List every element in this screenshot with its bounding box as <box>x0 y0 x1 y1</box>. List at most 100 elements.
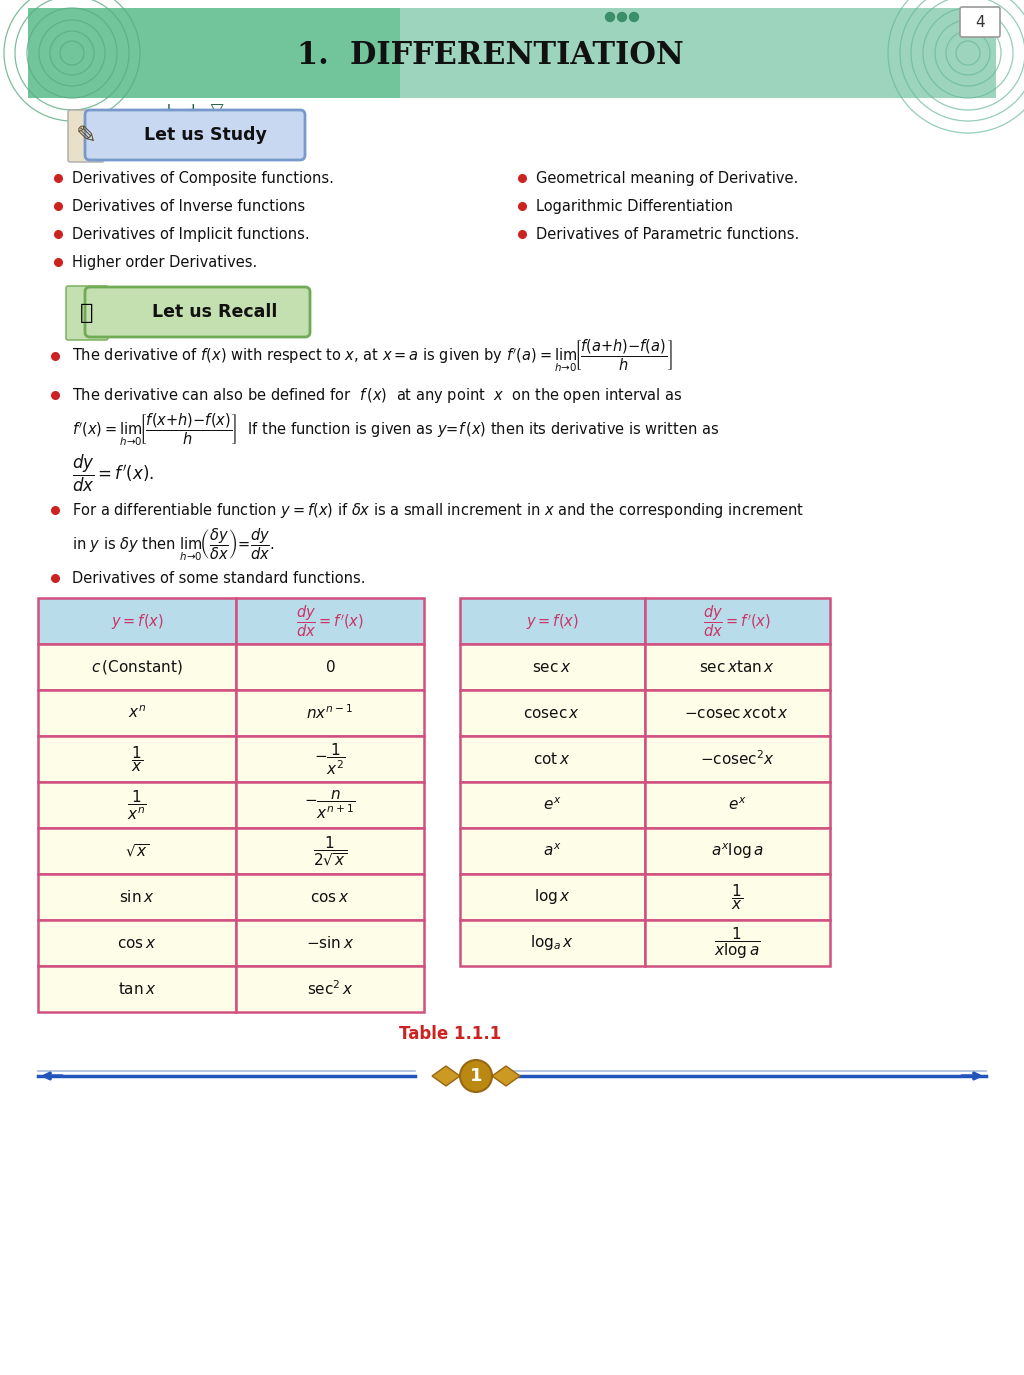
Text: Logarithmic Differentiation: Logarithmic Differentiation <box>536 198 733 213</box>
Text: $-\dfrac{n}{x^{n+1}}$: $-\dfrac{n}{x^{n+1}}$ <box>304 789 355 821</box>
Text: $nx^{n-1}$: $nx^{n-1}$ <box>306 704 353 722</box>
Bar <box>38 598 236 644</box>
Text: Derivatives of Composite functions.: Derivatives of Composite functions. <box>72 170 334 186</box>
Bar <box>645 874 830 920</box>
Text: $\dfrac{1}{x^n}$: $\dfrac{1}{x^n}$ <box>127 788 146 822</box>
Text: The derivative can also be defined for  $f\,(x)$  at any point  $x$  on the open: The derivative can also be defined for $… <box>72 385 682 404</box>
Bar <box>236 874 424 920</box>
Bar <box>38 874 236 920</box>
Text: +  +  ▽: + + ▽ <box>162 100 223 120</box>
Text: $\cos x$: $\cos x$ <box>310 890 349 905</box>
Text: $\mathrm{cosec}\,x$: $\mathrm{cosec}\,x$ <box>523 705 581 720</box>
Text: $e^x$: $e^x$ <box>728 796 746 813</box>
Text: $\log_a x$: $\log_a x$ <box>530 934 574 953</box>
Bar <box>460 828 645 874</box>
Circle shape <box>605 12 614 22</box>
Bar <box>236 690 424 736</box>
Text: $f'(x) = \lim_{h \to 0}\!\left[\dfrac{f(x+h)-f(x)}{h}\right]$  If the function i: $f'(x) = \lim_{h \to 0}\!\left[\dfrac{f(… <box>72 411 719 448</box>
Circle shape <box>460 1060 492 1092</box>
Text: $-\mathrm{cosec}^2 x$: $-\mathrm{cosec}^2 x$ <box>699 749 774 769</box>
Text: Higher order Derivatives.: Higher order Derivatives. <box>72 254 257 270</box>
FancyBboxPatch shape <box>961 7 1000 37</box>
Text: $c\,(\mathrm{Constant})$: $c\,(\mathrm{Constant})$ <box>91 659 183 676</box>
Bar <box>645 920 830 967</box>
Bar <box>460 874 645 920</box>
Text: $a^x\log a$: $a^x\log a$ <box>711 842 764 861</box>
Text: Derivatives of some standard functions.: Derivatives of some standard functions. <box>72 571 366 586</box>
Bar <box>38 782 236 828</box>
Bar <box>38 644 236 690</box>
Text: 4: 4 <box>975 15 985 29</box>
Text: $\sec^2 x$: $\sec^2 x$ <box>306 979 353 998</box>
Text: Derivatives of Implicit functions.: Derivatives of Implicit functions. <box>72 227 309 242</box>
Text: 1.  DIFFERENTIATION: 1. DIFFERENTIATION <box>297 40 683 70</box>
Bar <box>38 828 236 874</box>
Text: Table 1.1.1: Table 1.1.1 <box>399 1024 501 1044</box>
Bar <box>236 736 424 782</box>
Text: $\cot x$: $\cot x$ <box>534 751 570 767</box>
Bar <box>236 782 424 828</box>
Bar <box>38 736 236 782</box>
Text: $\dfrac{dy}{dx} = f'(x)$: $\dfrac{dy}{dx} = f'(x)$ <box>703 604 771 639</box>
Text: Let us Study: Let us Study <box>143 126 266 144</box>
Text: Derivatives of Parametric functions.: Derivatives of Parametric functions. <box>536 227 800 242</box>
Text: $\log x$: $\log x$ <box>534 887 570 906</box>
Bar <box>236 598 424 644</box>
Text: $\dfrac{dy}{dx} = f'(x)$: $\dfrac{dy}{dx} = f'(x)$ <box>296 604 364 639</box>
Bar <box>460 598 645 644</box>
Text: in $y$ is $\delta y$ then $\lim_{h \to 0}\!\left(\dfrac{\delta y}{\delta x}\righ: in $y$ is $\delta y$ then $\lim_{h \to 0… <box>72 527 274 564</box>
Polygon shape <box>432 1066 460 1086</box>
Text: $\dfrac{1}{x\log a}$: $\dfrac{1}{x\log a}$ <box>714 925 760 961</box>
FancyBboxPatch shape <box>68 110 104 162</box>
Bar <box>38 967 236 1012</box>
Text: $\sec x$: $\sec x$ <box>532 660 571 675</box>
Text: $x^n$: $x^n$ <box>128 705 146 722</box>
Bar <box>645 644 830 690</box>
Text: The derivative of $f(x)$ with respect to $x$, at $x = a$ is given by $f'(a) = \l: The derivative of $f(x)$ with respect to… <box>72 338 673 374</box>
Text: $\sqrt{x}$: $\sqrt{x}$ <box>125 843 150 859</box>
Bar <box>236 644 424 690</box>
Bar <box>460 690 645 736</box>
Bar <box>236 967 424 1012</box>
Text: $-\dfrac{1}{x^2}$: $-\dfrac{1}{x^2}$ <box>314 741 346 777</box>
Bar <box>645 828 830 874</box>
Bar <box>645 690 830 736</box>
Bar <box>645 736 830 782</box>
Bar <box>460 782 645 828</box>
Text: $\sec x\tan x$: $\sec x\tan x$ <box>699 659 775 675</box>
Text: $y = f(x)$: $y = f(x)$ <box>111 612 164 631</box>
Text: $a^x$: $a^x$ <box>543 843 561 859</box>
Bar <box>28 8 996 98</box>
Bar <box>38 920 236 967</box>
Bar <box>400 8 996 98</box>
Text: 1: 1 <box>470 1067 482 1085</box>
Text: For a differentiable function $y = f(x)$ if $\delta x$ is a small increment in $: For a differentiable function $y = f(x)$… <box>72 500 804 520</box>
Text: $y = f(x)$: $y = f(x)$ <box>525 612 579 631</box>
Bar <box>460 644 645 690</box>
Text: $0$: $0$ <box>325 659 335 675</box>
FancyBboxPatch shape <box>66 286 108 340</box>
Text: Geometrical meaning of Derivative.: Geometrical meaning of Derivative. <box>536 170 799 186</box>
Circle shape <box>617 12 627 22</box>
FancyBboxPatch shape <box>85 287 310 337</box>
Text: Derivatives of Inverse functions: Derivatives of Inverse functions <box>72 198 305 213</box>
Text: $e^x$: $e^x$ <box>543 796 561 813</box>
Polygon shape <box>492 1066 520 1086</box>
Text: 🧑: 🧑 <box>80 302 93 323</box>
Text: $\dfrac{1}{2\sqrt{x}}$: $\dfrac{1}{2\sqrt{x}}$ <box>313 835 347 868</box>
Bar <box>460 920 645 967</box>
Bar <box>645 598 830 644</box>
Text: $-\mathrm{cosec}\,x\cot x$: $-\mathrm{cosec}\,x\cot x$ <box>684 705 790 720</box>
Bar <box>38 690 236 736</box>
FancyBboxPatch shape <box>85 110 305 160</box>
Text: ✎: ✎ <box>76 124 96 148</box>
Text: $\dfrac{1}{x}$: $\dfrac{1}{x}$ <box>731 883 743 912</box>
Bar <box>460 736 645 782</box>
Bar <box>236 828 424 874</box>
Text: $\dfrac{dy}{dx} = f'(x).$: $\dfrac{dy}{dx} = f'(x).$ <box>72 452 155 494</box>
Text: $\sin x$: $\sin x$ <box>119 890 155 905</box>
Text: $\cos x$: $\cos x$ <box>118 935 157 950</box>
Bar <box>645 782 830 828</box>
Circle shape <box>630 12 639 22</box>
Text: Let us Recall: Let us Recall <box>153 302 278 320</box>
